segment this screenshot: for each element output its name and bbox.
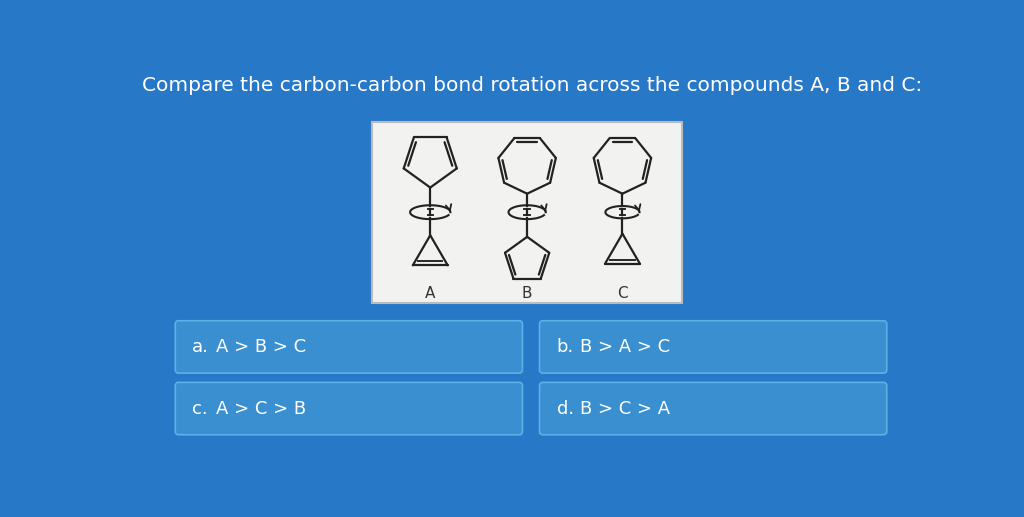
Bar	[372, 122, 682, 303]
FancyBboxPatch shape	[175, 383, 522, 435]
Text: d.: d.	[557, 400, 573, 418]
FancyBboxPatch shape	[540, 321, 887, 373]
Text: C: C	[617, 286, 628, 301]
FancyBboxPatch shape	[175, 321, 522, 373]
Text: a.: a.	[193, 338, 209, 356]
Text: B > A > C: B > A > C	[580, 338, 670, 356]
Text: Compare the carbon-carbon bond rotation across the compounds A, B and C:: Compare the carbon-carbon bond rotation …	[142, 75, 923, 95]
Text: B > C > A: B > C > A	[580, 400, 670, 418]
Text: A: A	[425, 286, 435, 301]
Text: A > B > C: A > B > C	[216, 338, 306, 356]
Text: A > C > B: A > C > B	[216, 400, 306, 418]
FancyBboxPatch shape	[540, 383, 887, 435]
Text: B: B	[522, 286, 532, 301]
Text: b.: b.	[557, 338, 573, 356]
Text: c.: c.	[193, 400, 208, 418]
